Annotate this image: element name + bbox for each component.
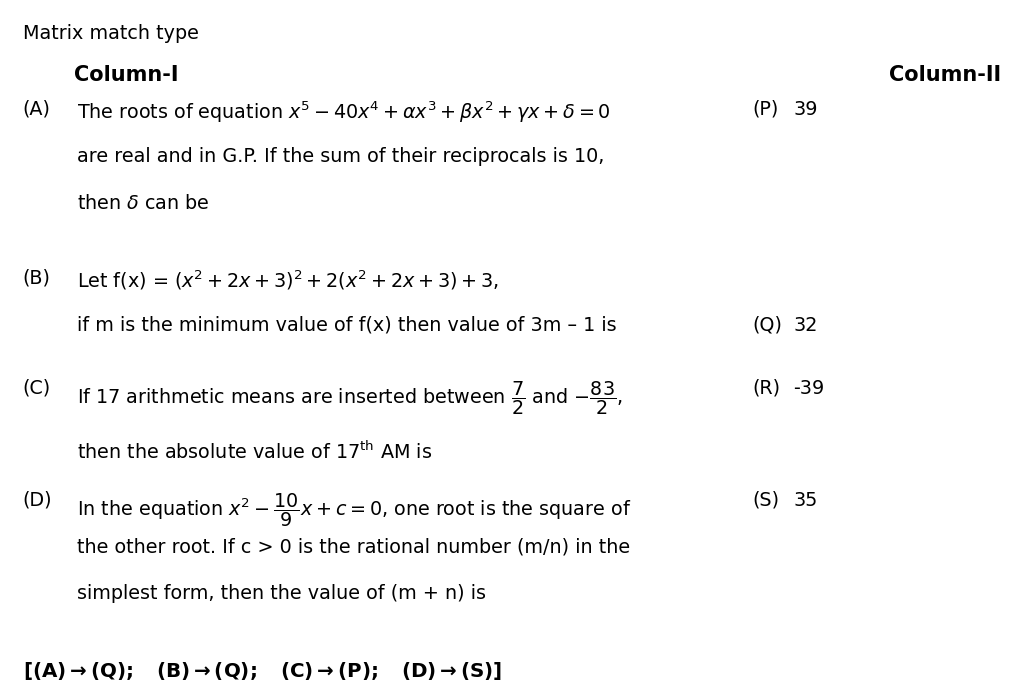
- Text: then $\delta$ can be: then $\delta$ can be: [77, 194, 210, 213]
- Text: Column-I: Column-I: [74, 65, 178, 85]
- Text: (D): (D): [23, 491, 52, 510]
- Text: (C): (C): [23, 379, 51, 398]
- Text: (P): (P): [753, 100, 779, 119]
- Text: then the absolute value of $17^{\mathrm{th}}$ AM is: then the absolute value of $17^{\mathrm{…: [77, 441, 432, 463]
- Text: In the equation $x^2-\dfrac{10}{9}x+c=0$, one root is the square of: In the equation $x^2-\dfrac{10}{9}x+c=0$…: [77, 491, 631, 528]
- Text: 32: 32: [794, 316, 818, 335]
- Text: simplest form, then the value of (m + n) is: simplest form, then the value of (m + n)…: [77, 584, 485, 604]
- Text: Let f(x) = $(x^2 + 2x + 3)^2 + 2(x^2 + 2x + 3) + 3$,: Let f(x) = $(x^2 + 2x + 3)^2 + 2(x^2 + 2…: [77, 269, 499, 292]
- Text: the other root. If c > 0 is the rational number (m/n) in the: the other root. If c > 0 is the rational…: [77, 537, 630, 557]
- Text: are real and in G.P. If the sum of their reciprocals is 10,: are real and in G.P. If the sum of their…: [77, 147, 604, 166]
- Text: 35: 35: [794, 491, 818, 510]
- Text: If 17 arithmetic means are inserted between $\dfrac{7}{2}$ and $-\dfrac{83}{2}$,: If 17 arithmetic means are inserted betw…: [77, 379, 623, 417]
- Text: 39: 39: [794, 100, 818, 119]
- Text: (A): (A): [23, 100, 50, 119]
- Text: (R): (R): [753, 379, 780, 398]
- Text: The roots of equation $x^5-40x^4+\alpha x^3+\beta x^2+\gamma x+\delta=0$: The roots of equation $x^5-40x^4+\alpha …: [77, 100, 610, 125]
- Text: if m is the minimum value of f(x) then value of 3m – 1 is: if m is the minimum value of f(x) then v…: [77, 316, 616, 335]
- Text: Matrix match type: Matrix match type: [23, 24, 199, 43]
- Text: (Q): (Q): [753, 316, 782, 335]
- Text: (S): (S): [753, 491, 779, 510]
- Text: -39: -39: [794, 379, 825, 398]
- Text: (B): (B): [23, 269, 50, 288]
- Text: $\mathbf{[(A)\rightarrow(Q);\ \ \ (B)\rightarrow(Q);\ \ \ (C)\rightarrow(P);\ \ : $\mathbf{[(A)\rightarrow(Q);\ \ \ (B)\ri…: [23, 660, 502, 682]
- Text: Column-II: Column-II: [890, 65, 1001, 85]
